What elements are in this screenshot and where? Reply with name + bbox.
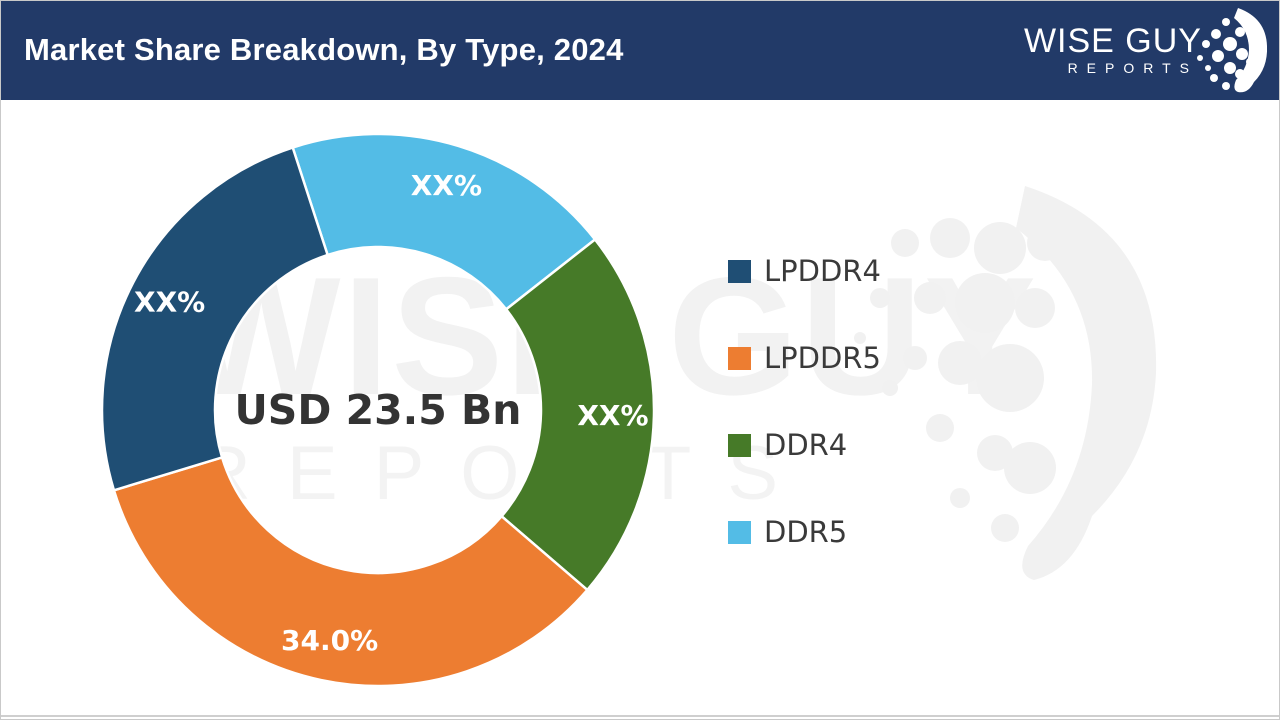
legend-label-LPDDR5: LPDDR5 [764, 341, 881, 375]
legend-item-LPDDR4: LPDDR4 [728, 256, 881, 286]
donut-chart: XX% XX% 34.0% XX% USD 23.5 Bn [100, 132, 656, 688]
legend-swatch-DDR4 [728, 433, 751, 457]
legend-item-DDR5: DDR5 [728, 517, 881, 547]
legend-label-DDR4: DDR4 [764, 428, 848, 462]
logo-subtext: REPORTS [1067, 60, 1198, 76]
segment-label-DDR4: XX% [577, 399, 648, 432]
donut-segment-DDR5 [291, 132, 597, 311]
legend-swatch-LPDDR4 [728, 259, 751, 283]
watermark-subtext: REPORTS [196, 431, 815, 516]
legend-swatch-DDR5 [728, 520, 751, 544]
donut-segment-LPDDR5 [112, 456, 589, 688]
bottom-divider [0, 715, 1280, 717]
donut-segment-DDR4 [500, 238, 656, 592]
legend-label-LPDDR4: LPDDR4 [764, 254, 881, 288]
logo: WISE GUY REPORTS [1020, 0, 1270, 100]
donut-segment-LPDDR4 [100, 146, 329, 492]
legend-item-DDR4: DDR4 [728, 430, 881, 460]
segment-label-LPDDR5: 34.0% [281, 624, 378, 657]
watermark-face-graphic [854, 186, 1157, 580]
legend-swatch-LPDDR5 [728, 346, 751, 370]
segment-label-DDR5: XX% [411, 169, 482, 202]
chart-legend: LPDDR4 LPDDR5 DDR4 DDR5 [728, 256, 881, 547]
logo-wordmark: WISE GUY [1023, 22, 1202, 60]
center-value-label: USD 23.5 Bn [235, 386, 522, 434]
legend-label-DDR5: DDR5 [764, 515, 848, 549]
logo-face-icon [1197, 8, 1268, 93]
segment-label-LPDDR4: XX% [134, 285, 205, 318]
legend-item-LPDDR5: LPDDR5 [728, 343, 881, 373]
page-title: Market Share Breakdown, By Type, 2024 [24, 32, 624, 67]
header-bar: Market Share Breakdown, By Type, 2024 WI… [0, 0, 1280, 100]
